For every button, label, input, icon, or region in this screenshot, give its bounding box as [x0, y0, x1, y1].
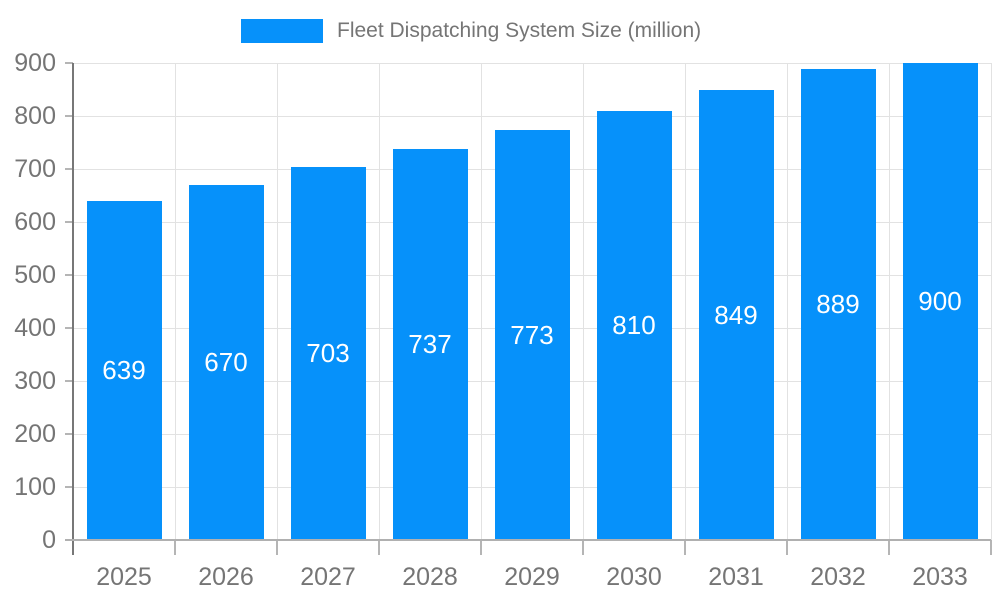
y-axis-tick [65, 168, 73, 170]
y-axis-tick [65, 221, 73, 223]
bar[interactable]: 849 [698, 90, 774, 540]
bar[interactable]: 737 [392, 149, 468, 540]
bar[interactable]: 703 [290, 167, 366, 540]
gridline-vertical [174, 63, 176, 540]
gridline-vertical [990, 63, 992, 540]
bar[interactable]: 900 [902, 63, 978, 540]
y-axis-tick [65, 62, 73, 64]
x-axis-tick-label: 2030 [606, 563, 662, 591]
bar-value-label: 810 [612, 309, 656, 340]
bar[interactable]: 670 [188, 184, 264, 540]
y-axis-tick-label: 900 [14, 49, 56, 77]
y-axis-tick [65, 327, 73, 329]
x-axis-tick [582, 540, 584, 555]
x-axis-tick [378, 540, 380, 555]
legend-label: Fleet Dispatching System Size (million) [337, 19, 702, 42]
bar-value-label: 773 [510, 319, 554, 350]
plot-area: 0 100 200 300 400 500 600 700 800 900 639 670 703 737… [14, 49, 992, 591]
x-axis-tick-label: 2029 [504, 563, 560, 591]
x-axis-tick [888, 540, 890, 555]
y-axis-line [72, 63, 74, 555]
gridline-horizontal [73, 115, 991, 117]
y-axis-tick-label: 600 [14, 208, 56, 236]
x-axis-tick [684, 540, 686, 555]
gridline-vertical [480, 63, 482, 540]
x-axis-tick-label: 2027 [300, 563, 356, 591]
x-axis-tick-label: 2033 [912, 563, 968, 591]
x-axis-tick-label: 2032 [810, 563, 866, 591]
y-axis-tick-label: 300 [14, 367, 56, 395]
gridline-vertical [378, 63, 380, 540]
gridline-vertical [684, 63, 686, 540]
x-axis-tick [276, 540, 278, 555]
bar[interactable]: 773 [494, 130, 570, 540]
x-axis-tick [786, 540, 788, 555]
y-axis-tick [65, 274, 73, 276]
gridline-vertical [276, 63, 278, 540]
gridline-vertical [786, 63, 788, 540]
x-axis-line [65, 539, 991, 541]
y-axis-tick [65, 433, 73, 435]
y-axis-tick-label: 400 [14, 314, 56, 342]
bar-value-label: 703 [306, 338, 350, 369]
y-axis-tick-label: 200 [14, 420, 56, 448]
bar[interactable]: 889 [800, 68, 876, 540]
y-axis-tick [65, 380, 73, 382]
bar-value-label: 900 [918, 286, 962, 316]
bar-value-label: 849 [714, 299, 758, 330]
bar-value-label: 737 [408, 329, 452, 360]
bar-value-label: 670 [204, 346, 248, 377]
bar[interactable]: 810 [596, 110, 672, 540]
gridline-vertical [888, 63, 890, 540]
x-axis-tick [990, 540, 992, 555]
bar-value-label: 889 [816, 288, 860, 319]
x-axis-tick-label: 2031 [708, 563, 764, 591]
legend-swatch [241, 19, 323, 43]
x-axis-tick [480, 540, 482, 555]
x-axis-tick [174, 540, 176, 555]
bar-value-label: 639 [102, 355, 146, 386]
y-axis-tick [65, 115, 73, 117]
gridline-vertical [582, 63, 584, 540]
legend: Fleet Dispatching System Size (million) [241, 19, 701, 43]
x-axis-tick-label: 2025 [96, 563, 152, 591]
y-axis-tick [65, 486, 73, 488]
y-axis-tick-label: 100 [14, 473, 56, 501]
y-axis-tick-label: 700 [14, 155, 56, 183]
bar[interactable]: 639 [86, 201, 162, 540]
gridline-horizontal [73, 62, 991, 64]
y-axis-tick-label: 800 [14, 102, 56, 130]
y-axis-tick-label: 0 [42, 526, 56, 554]
x-axis-tick-label: 2028 [402, 563, 458, 591]
y-axis-tick-label: 500 [14, 261, 56, 289]
x-axis-tick-label: 2026 [198, 563, 254, 591]
